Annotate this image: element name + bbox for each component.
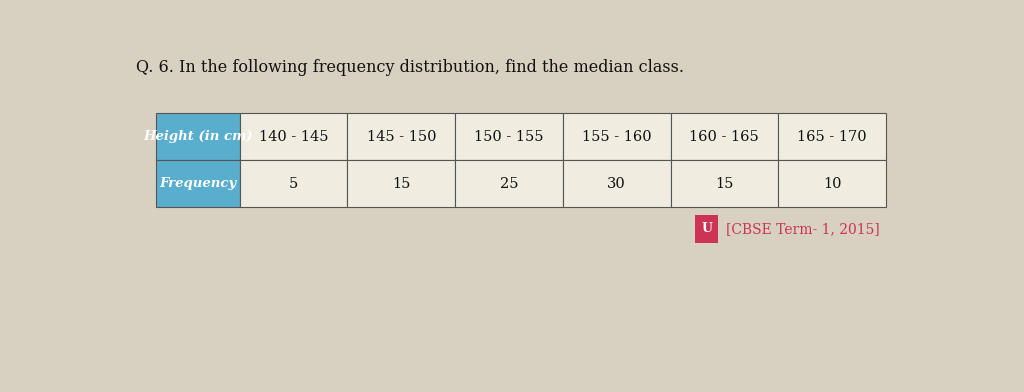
Bar	[455, 160, 563, 207]
Bar	[778, 113, 886, 160]
Bar	[563, 113, 671, 160]
Bar	[347, 113, 455, 160]
Text: [CBSE Term- 1, 2015]: [CBSE Term- 1, 2015]	[726, 222, 880, 236]
Text: 10: 10	[823, 177, 842, 191]
Text: 25: 25	[500, 177, 518, 191]
Bar	[240, 160, 347, 207]
Text: Frequency: Frequency	[159, 177, 237, 190]
Text: Q. 6. In the following frequency distribution, find the median class.: Q. 6. In the following frequency distrib…	[136, 59, 684, 76]
Bar	[347, 160, 455, 207]
Bar	[671, 160, 778, 207]
Text: 150 - 155: 150 - 155	[474, 130, 544, 144]
Bar	[563, 160, 671, 207]
Bar	[695, 214, 718, 243]
Text: 155 - 160: 155 - 160	[582, 130, 651, 144]
Text: Height (in cm): Height (in cm)	[143, 130, 253, 143]
Bar	[671, 113, 778, 160]
Text: 5: 5	[289, 177, 298, 191]
Bar	[455, 113, 563, 160]
Text: 30: 30	[607, 177, 626, 191]
Text: 145 - 150: 145 - 150	[367, 130, 436, 144]
Text: U: U	[701, 222, 712, 236]
Text: 160 - 165: 160 - 165	[689, 130, 759, 144]
Text: 15: 15	[715, 177, 733, 191]
Text: 140 - 145: 140 - 145	[259, 130, 329, 144]
Text: 15: 15	[392, 177, 411, 191]
Bar	[156, 113, 240, 160]
Text: 165 - 170: 165 - 170	[798, 130, 867, 144]
Bar	[156, 160, 240, 207]
Bar	[778, 160, 886, 207]
Bar	[240, 113, 347, 160]
